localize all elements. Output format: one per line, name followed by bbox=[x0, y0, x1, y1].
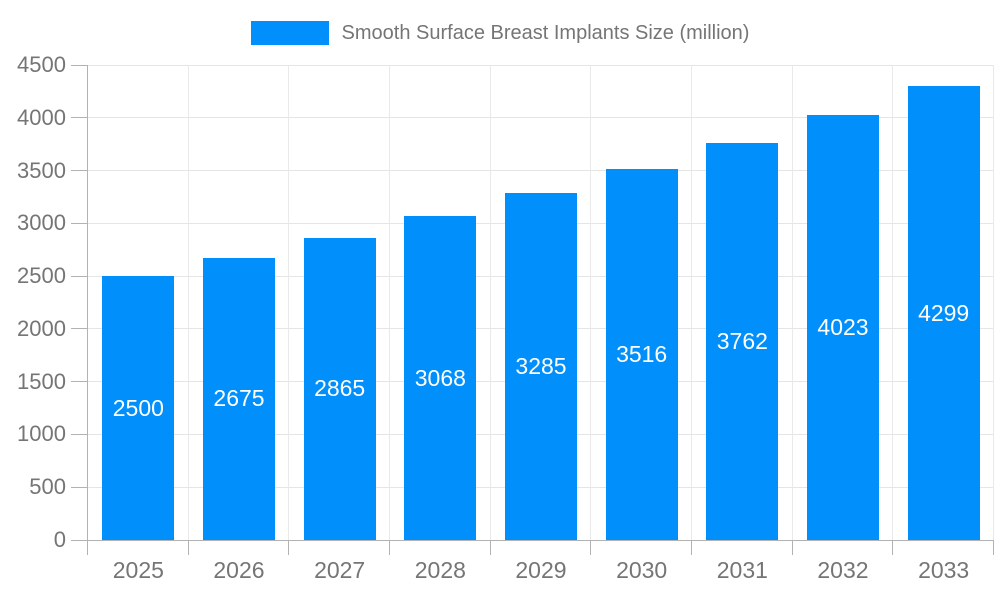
x-gridline bbox=[187, 65, 189, 540]
y-axis-label: 2000 bbox=[17, 315, 66, 341]
x-gridline bbox=[590, 65, 592, 540]
bar-2030[interactable]: 3516 bbox=[605, 168, 678, 540]
x-axis-label: 2030 bbox=[616, 557, 668, 583]
x-axis-tick bbox=[288, 540, 290, 555]
x-axis-tick bbox=[489, 540, 491, 555]
y-axis-label: 3500 bbox=[17, 157, 66, 183]
y-axis-label: 4000 bbox=[17, 104, 66, 130]
x-gridline bbox=[389, 65, 390, 540]
y-gridline bbox=[88, 64, 994, 66]
y-axis-tick bbox=[71, 539, 87, 541]
y-axis-label: 2500 bbox=[17, 263, 66, 289]
x-gridline bbox=[288, 65, 290, 540]
y-axis-label: 1000 bbox=[17, 421, 66, 447]
x-axis-label: 2031 bbox=[716, 557, 768, 583]
x-axis-tick bbox=[389, 540, 390, 555]
bar-2031[interactable]: 3762 bbox=[706, 142, 779, 540]
x-axis-label: 2026 bbox=[213, 557, 265, 583]
y-axis-tick bbox=[71, 117, 87, 119]
y-axis-tick bbox=[71, 433, 87, 435]
x-axis-tick bbox=[892, 540, 894, 555]
legend[interactable]: Smooth Surface Breast Implants Size (mil… bbox=[0, 21, 1000, 45]
x-axis-tick bbox=[791, 540, 793, 555]
x-gridline bbox=[892, 65, 894, 540]
bar-value-label: 3285 bbox=[515, 353, 567, 380]
x-axis-label: 2027 bbox=[314, 557, 366, 583]
bar-2026[interactable]: 2675 bbox=[203, 257, 275, 540]
x-axis-label: 2029 bbox=[515, 557, 567, 583]
bar-value-label: 3762 bbox=[716, 327, 768, 354]
x-axis-label: 2032 bbox=[817, 557, 869, 583]
y-axis-label: 500 bbox=[29, 474, 66, 500]
y-axis-label: 0 bbox=[53, 527, 66, 552]
bar-value-label: 3516 bbox=[616, 340, 668, 367]
legend-label: Smooth Surface Breast Implants Size (mil… bbox=[341, 22, 750, 44]
bar-2032[interactable]: 4023 bbox=[807, 115, 879, 540]
x-gridline bbox=[691, 65, 692, 540]
legend-swatch bbox=[250, 21, 329, 45]
y-axis-tick bbox=[71, 486, 87, 488]
x-axis-tick bbox=[691, 540, 692, 555]
y-axis-tick bbox=[71, 381, 87, 383]
bar-value-label: 3068 bbox=[414, 364, 466, 391]
bar-2033[interactable]: 4299 bbox=[907, 86, 980, 540]
x-axis-label: 2025 bbox=[112, 557, 164, 583]
x-axis-label: 2033 bbox=[918, 557, 970, 583]
bar-2027[interactable]: 2865 bbox=[303, 237, 376, 540]
bar-2028[interactable]: 3068 bbox=[404, 216, 477, 540]
bar-value-label: 2500 bbox=[112, 394, 164, 421]
y-axis-tick bbox=[71, 170, 87, 172]
x-axis-label: 2028 bbox=[414, 557, 466, 583]
y-axis-tick bbox=[71, 275, 87, 277]
y-axis-tick bbox=[71, 64, 87, 66]
x-axis-tick bbox=[590, 540, 592, 555]
y-axis-label: 1500 bbox=[17, 368, 66, 394]
bar-2029[interactable]: 3285 bbox=[505, 193, 577, 540]
y-axis-tick bbox=[71, 328, 87, 330]
x-axis-tick bbox=[87, 540, 88, 555]
y-gridline bbox=[88, 170, 994, 172]
y-axis-label: 4500 bbox=[17, 52, 66, 77]
bar-2025[interactable]: 2500 bbox=[102, 276, 175, 540]
x-gridline bbox=[489, 65, 491, 540]
bar-value-label: 2675 bbox=[213, 385, 265, 412]
y-axis-label: 3000 bbox=[17, 210, 66, 236]
bar-value-label: 4023 bbox=[817, 314, 869, 341]
x-axis-tick bbox=[993, 540, 994, 555]
y-gridline bbox=[88, 117, 994, 119]
bar-value-label: 2865 bbox=[314, 375, 366, 402]
y-axis-tick bbox=[71, 222, 87, 224]
x-gridline bbox=[791, 65, 793, 540]
plot-area: 0 500 1000 1500 2000 2500 3000 3500 4000 4500 2025… bbox=[17, 52, 994, 583]
x-gridline bbox=[993, 65, 994, 540]
bar-value-label: 4299 bbox=[918, 299, 970, 326]
x-axis-tick bbox=[187, 540, 189, 555]
